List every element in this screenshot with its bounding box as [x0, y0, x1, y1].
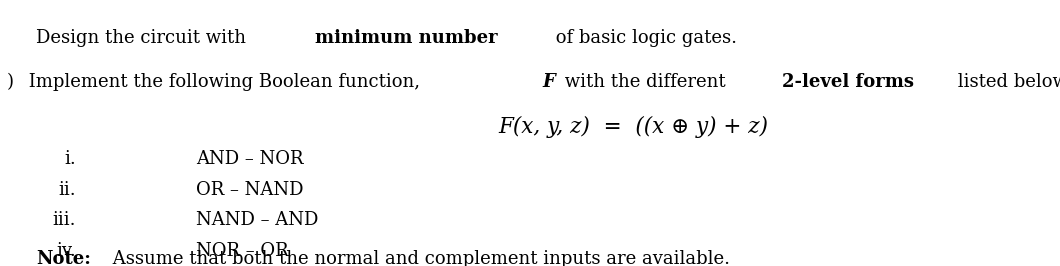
- Text: F(x, y, z)  =  ((x ⊕ y) + z): F(x, y, z) = ((x ⊕ y) + z): [498, 116, 768, 138]
- Text: ): ): [6, 73, 14, 91]
- Text: F: F: [543, 73, 555, 91]
- Text: listed below:: listed below:: [952, 73, 1060, 91]
- Text: iv.: iv.: [56, 242, 76, 260]
- Text: AND – NOR: AND – NOR: [196, 150, 303, 168]
- Text: OR – NAND: OR – NAND: [196, 181, 303, 199]
- Text: with the different: with the different: [560, 73, 731, 91]
- Text: of basic logic gates.: of basic logic gates.: [550, 29, 737, 47]
- Text: iii.: iii.: [53, 211, 76, 230]
- Text: 2-level forms: 2-level forms: [782, 73, 914, 91]
- Text: NAND – AND: NAND – AND: [196, 211, 318, 230]
- Text: Implement the following Boolean function,: Implement the following Boolean function…: [23, 73, 426, 91]
- Text: minimum number: minimum number: [315, 29, 497, 47]
- Text: Assume that both the normal and complement inputs are available.: Assume that both the normal and compleme…: [107, 250, 730, 266]
- Text: Note:: Note:: [36, 250, 91, 266]
- Text: NOR – OR: NOR – OR: [196, 242, 288, 260]
- Text: ii.: ii.: [58, 181, 76, 199]
- Text: i.: i.: [65, 150, 76, 168]
- Text: Design the circuit with: Design the circuit with: [36, 29, 252, 47]
